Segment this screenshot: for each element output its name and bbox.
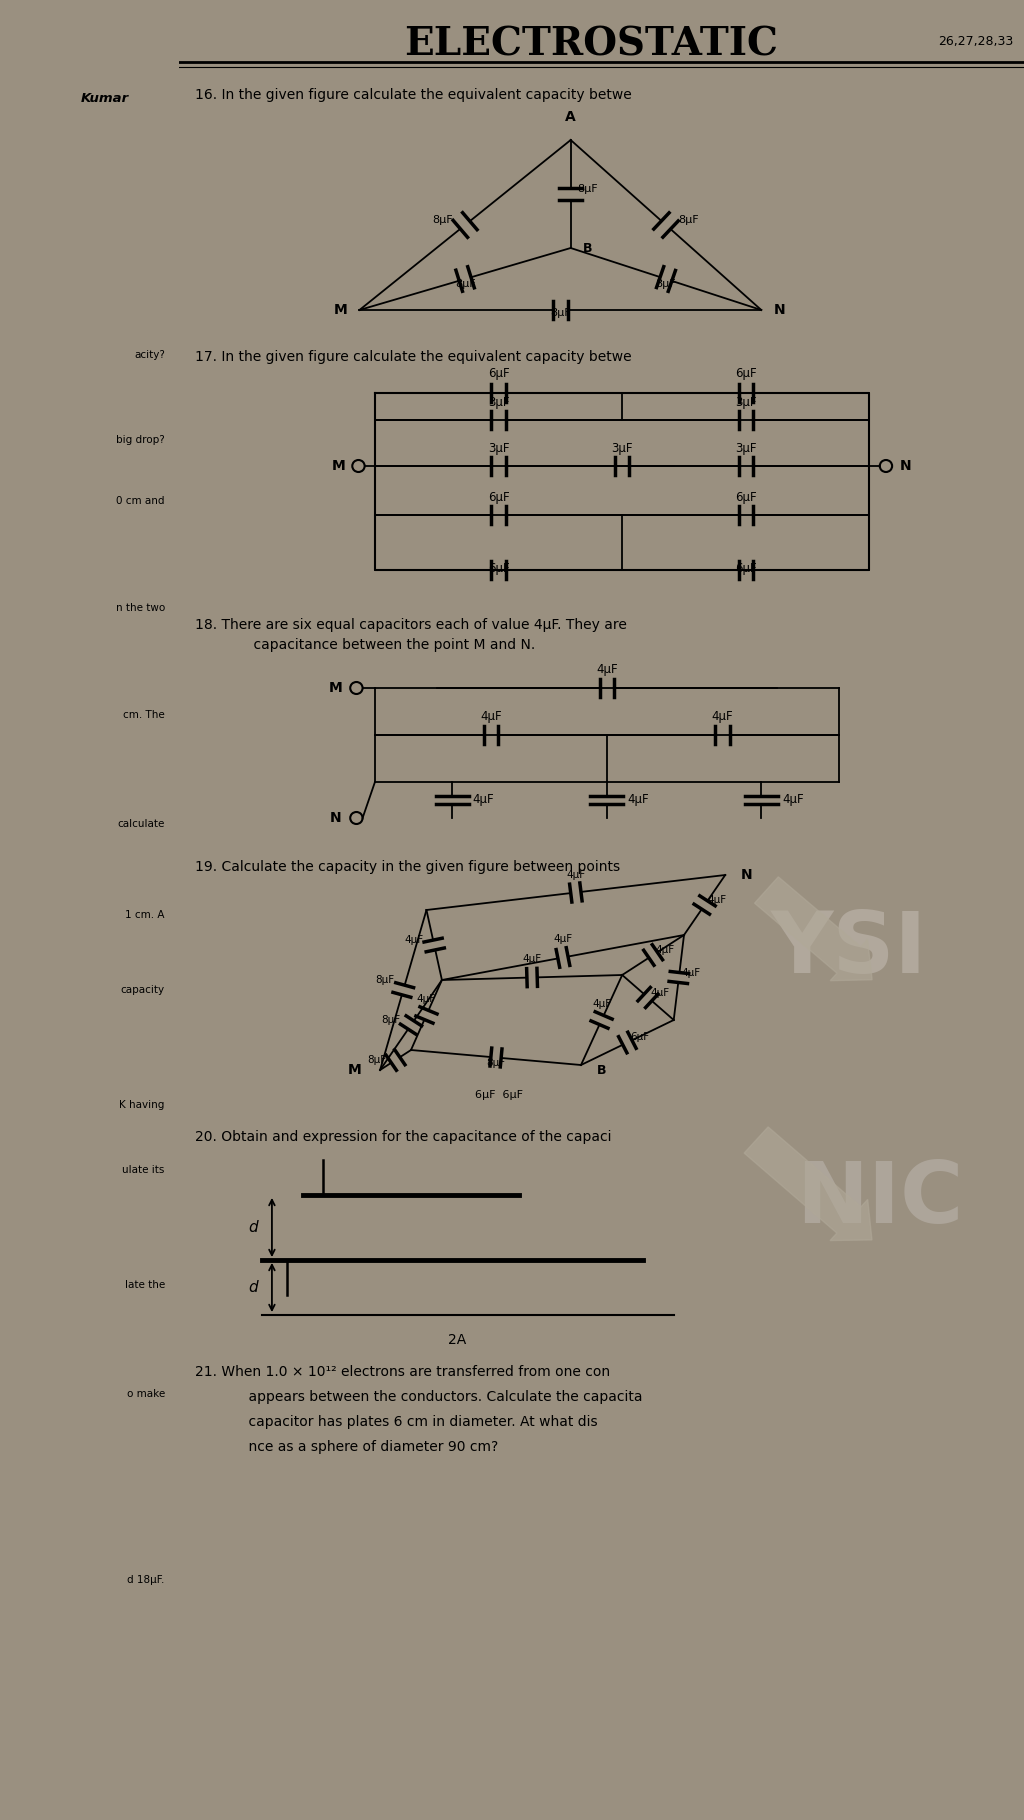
Text: N: N bbox=[330, 812, 342, 824]
Text: 8μF: 8μF bbox=[577, 184, 597, 195]
Text: calculate: calculate bbox=[118, 819, 165, 830]
Text: N: N bbox=[774, 302, 785, 317]
Text: B: B bbox=[596, 1063, 606, 1076]
Text: 4μF: 4μF bbox=[596, 662, 617, 675]
Text: 2A: 2A bbox=[449, 1332, 467, 1347]
Text: 3μF: 3μF bbox=[735, 397, 757, 410]
Text: late the: late the bbox=[125, 1279, 165, 1290]
Text: 8μF: 8μF bbox=[432, 215, 453, 226]
Text: 8μF: 8μF bbox=[375, 976, 394, 985]
Text: 18. There are six equal capacitors each of value 4μF. They are: 18. There are six equal capacitors each … bbox=[195, 619, 627, 632]
Text: N: N bbox=[900, 459, 911, 473]
FancyArrow shape bbox=[744, 1127, 872, 1241]
Text: cm. The: cm. The bbox=[123, 710, 165, 721]
Text: 4μF: 4μF bbox=[782, 794, 804, 806]
Text: 4μF: 4μF bbox=[682, 968, 700, 977]
Text: 4μF: 4μF bbox=[712, 710, 733, 723]
Text: 0 cm and: 0 cm and bbox=[117, 495, 165, 506]
Text: 3μF: 3μF bbox=[487, 397, 509, 410]
Text: 8μF: 8μF bbox=[381, 1016, 400, 1025]
Text: 6μF: 6μF bbox=[487, 368, 509, 380]
Text: 4μF: 4μF bbox=[553, 934, 572, 945]
Text: n the two: n the two bbox=[116, 602, 165, 613]
Text: M: M bbox=[348, 1063, 361, 1077]
Text: 4μF: 4μF bbox=[417, 994, 436, 1005]
Text: big drop?: big drop? bbox=[116, 435, 165, 446]
Text: 4μF: 4μF bbox=[566, 870, 586, 879]
Text: 3μF: 3μF bbox=[735, 442, 757, 455]
Text: capacity: capacity bbox=[121, 985, 165, 996]
Text: capacitance between the point M and N.: capacitance between the point M and N. bbox=[236, 639, 536, 652]
Text: Kumar: Kumar bbox=[81, 91, 129, 106]
Text: M: M bbox=[334, 302, 347, 317]
Text: M: M bbox=[329, 681, 343, 695]
Text: nce as a sphere of diameter 90 cm?: nce as a sphere of diameter 90 cm? bbox=[230, 1440, 498, 1454]
Text: d: d bbox=[249, 1219, 258, 1234]
Text: 6μF: 6μF bbox=[735, 368, 757, 380]
Text: 8μF: 8μF bbox=[486, 1057, 506, 1068]
Text: M: M bbox=[332, 459, 346, 473]
Text: 4μF: 4μF bbox=[404, 935, 423, 945]
Text: 21. When 1.0 × 10¹² electrons are transferred from one con: 21. When 1.0 × 10¹² electrons are transf… bbox=[195, 1365, 609, 1380]
Text: 16. In the given figure calculate the equivalent capacity betwe: 16. In the given figure calculate the eq… bbox=[195, 87, 632, 102]
Text: 6μF: 6μF bbox=[735, 562, 757, 575]
Text: 4μF: 4μF bbox=[656, 945, 675, 956]
Text: A: A bbox=[565, 109, 577, 124]
Text: 8μF: 8μF bbox=[455, 278, 475, 289]
Text: 4μF: 4μF bbox=[592, 999, 611, 1008]
Text: 6μF  6μF: 6μF 6μF bbox=[474, 1090, 522, 1099]
Text: 19. Calculate the capacity in the given figure between points: 19. Calculate the capacity in the given … bbox=[195, 861, 620, 874]
Text: 6μF: 6μF bbox=[630, 1032, 649, 1043]
Text: 4μF: 4μF bbox=[708, 895, 727, 905]
Text: 3μF: 3μF bbox=[611, 442, 633, 455]
Text: 26,27,28,33: 26,27,28,33 bbox=[938, 36, 1014, 49]
Text: 1 cm. A: 1 cm. A bbox=[125, 910, 165, 921]
Text: 6μF: 6μF bbox=[487, 562, 509, 575]
Text: acity?: acity? bbox=[134, 349, 165, 360]
Text: NIC: NIC bbox=[796, 1159, 964, 1241]
Text: 6μF: 6μF bbox=[487, 491, 509, 504]
Text: 17. In the given figure calculate the equivalent capacity betwe: 17. In the given figure calculate the eq… bbox=[195, 349, 631, 364]
Text: 4μF: 4μF bbox=[522, 954, 542, 965]
Text: YSI: YSI bbox=[771, 908, 927, 992]
Text: 8μF: 8μF bbox=[655, 278, 676, 289]
Text: 8μF: 8μF bbox=[550, 308, 570, 318]
Text: 6μF: 6μF bbox=[735, 491, 757, 504]
Text: B: B bbox=[583, 242, 593, 255]
Text: K having: K having bbox=[120, 1099, 165, 1110]
Text: d 18μF.: d 18μF. bbox=[128, 1574, 165, 1585]
Text: 8μF: 8μF bbox=[678, 215, 699, 226]
Text: o make: o make bbox=[127, 1389, 165, 1400]
Text: appears between the conductors. Calculate the capacita: appears between the conductors. Calculat… bbox=[230, 1390, 642, 1403]
Text: N: N bbox=[740, 868, 753, 883]
Text: ulate its: ulate its bbox=[123, 1165, 165, 1176]
Text: 3μF: 3μF bbox=[487, 442, 509, 455]
Text: 8μF: 8μF bbox=[368, 1056, 387, 1065]
Text: ELECTROSTATIC: ELECTROSTATIC bbox=[404, 25, 778, 64]
Text: capacitor has plates 6 cm in diameter. At what dis: capacitor has plates 6 cm in diameter. A… bbox=[230, 1414, 597, 1429]
FancyArrow shape bbox=[755, 877, 872, 981]
Text: 20. Obtain and expression for the capacitance of the capaci: 20. Obtain and expression for the capaci… bbox=[195, 1130, 611, 1145]
Text: 4μF: 4μF bbox=[480, 710, 502, 723]
Text: 4μF: 4μF bbox=[651, 988, 670, 997]
Text: 4μF: 4μF bbox=[628, 794, 649, 806]
Text: d: d bbox=[249, 1279, 258, 1294]
Text: 4μF: 4μF bbox=[473, 794, 495, 806]
